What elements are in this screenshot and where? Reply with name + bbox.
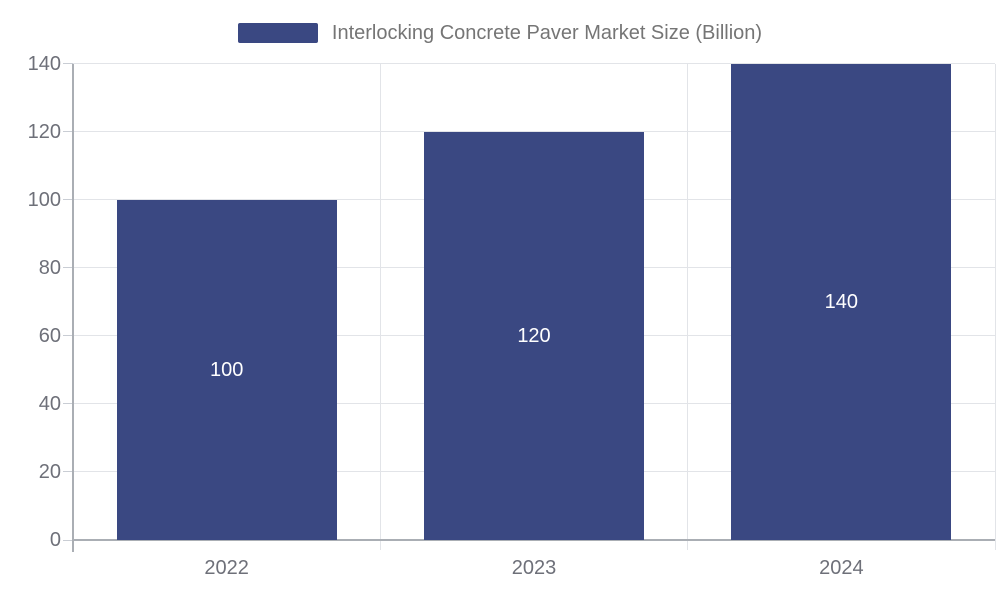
y-tick-label: 120 xyxy=(27,120,61,143)
y-axis-tick xyxy=(63,267,73,269)
y-tick-label: 20 xyxy=(38,460,61,483)
y-axis-tick xyxy=(63,403,73,405)
y-tick-label: 80 xyxy=(38,256,61,279)
bar-value-label: 100 xyxy=(209,358,244,381)
y-axis-tick xyxy=(63,131,73,133)
y-tick-label: 140 xyxy=(27,52,61,75)
bar: 120 xyxy=(424,131,644,540)
x-tick-label: 2023 xyxy=(511,557,557,579)
legend-item[interactable]: Interlocking Concrete Paver Market Size … xyxy=(0,20,1000,46)
y-axis-line xyxy=(72,63,74,552)
y-axis-tick xyxy=(63,471,73,473)
x-axis-line xyxy=(73,539,995,541)
gridline-vertical xyxy=(687,63,689,550)
y-tick-label: 100 xyxy=(27,188,61,211)
bar-value-label: 120 xyxy=(517,324,551,347)
legend-label: Interlocking Concrete Paver Market Size … xyxy=(331,22,763,44)
gridline-horizontal xyxy=(73,63,995,64)
y-axis-tick xyxy=(63,539,73,541)
legend-swatch-icon xyxy=(237,23,318,43)
x-tick-label: 2024 xyxy=(819,557,864,579)
y-tick-label: 40 xyxy=(38,392,61,415)
y-axis-tick xyxy=(63,335,73,337)
y-tick-label: 0 xyxy=(49,529,61,551)
bar: 100 xyxy=(116,199,337,540)
gridline-vertical xyxy=(994,63,996,550)
x-tick-label: 2022 xyxy=(204,557,249,579)
gridline-vertical xyxy=(379,63,381,550)
bar-value-label: 140 xyxy=(824,290,859,313)
y-tick-label: 60 xyxy=(38,324,61,347)
y-axis-tick xyxy=(63,63,73,64)
y-axis-tick xyxy=(63,199,73,201)
bar: 140 xyxy=(731,63,952,540)
